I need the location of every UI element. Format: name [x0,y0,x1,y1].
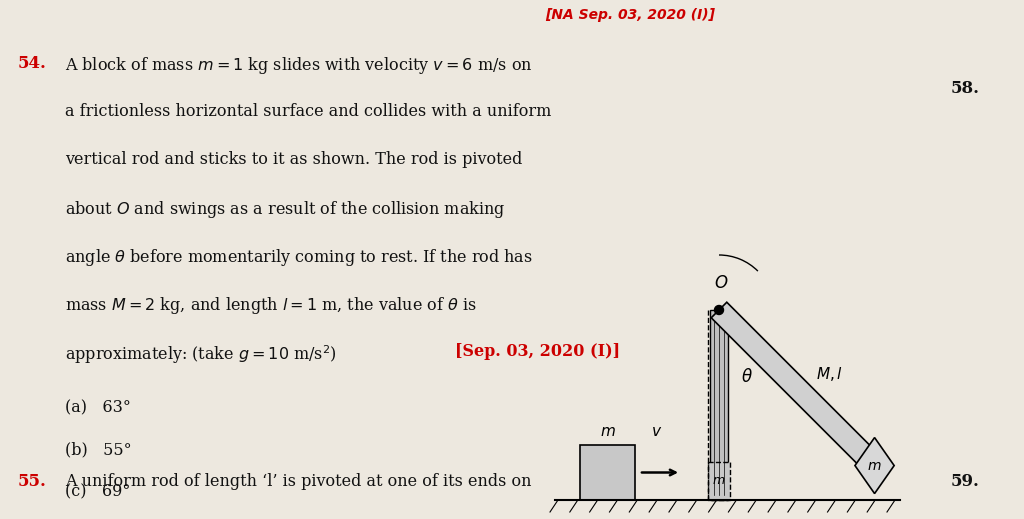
Bar [708,462,730,500]
Text: mass $M = 2$ kg, and length $l = 1$ m, the value of $\theta$ is: mass $M = 2$ kg, and length $l = 1$ m, t… [65,295,477,316]
Text: $m$: $m$ [713,474,726,487]
Text: $v$: $v$ [651,425,663,439]
Text: $m$: $m$ [600,425,615,439]
Text: about $O$ and swings as a result of the collision making: about $O$ and swings as a result of the … [65,199,506,220]
Text: [NA Sep. 03, 2020 (I)]: [NA Sep. 03, 2020 (I)] [545,8,715,22]
Text: $\theta$: $\theta$ [741,368,753,387]
Circle shape [715,306,724,315]
Text: (c)   69°: (c) 69° [65,483,130,500]
Text: a frictionless horizontal surface and collides with a uniform: a frictionless horizontal surface and co… [65,103,551,120]
Text: 59.: 59. [951,473,980,490]
Bar [710,310,728,500]
Polygon shape [855,438,894,494]
Polygon shape [712,302,883,473]
Bar [580,445,635,500]
Text: approximately: (take $g = 10$ m/s$^2$): approximately: (take $g = 10$ m/s$^2$) [65,343,337,366]
Text: angle $\theta$ before momentarily coming to rest. If the rod has: angle $\theta$ before momentarily coming… [65,247,532,268]
Text: $m$: $m$ [867,459,882,473]
Text: [Sep. 03, 2020 (I)]: [Sep. 03, 2020 (I)] [455,343,621,360]
Text: (b)   55°: (b) 55° [65,441,132,458]
Text: vertical rod and sticks to it as shown. The rod is pivoted: vertical rod and sticks to it as shown. … [65,151,522,168]
Text: 58.: 58. [951,80,980,97]
Text: (a)   63°: (a) 63° [65,399,131,416]
Text: 55.: 55. [18,473,47,490]
Text: 54.: 54. [18,55,47,72]
Text: A uniform rod of length ‘l’ is pivoted at one of its ends on: A uniform rod of length ‘l’ is pivoted a… [65,473,531,490]
Text: $M, l$: $M, l$ [816,365,843,383]
Text: $O$: $O$ [714,275,728,292]
Text: A block of mass $m = 1$ kg slides with velocity $v = 6$ m/s on: A block of mass $m = 1$ kg slides with v… [65,55,532,76]
